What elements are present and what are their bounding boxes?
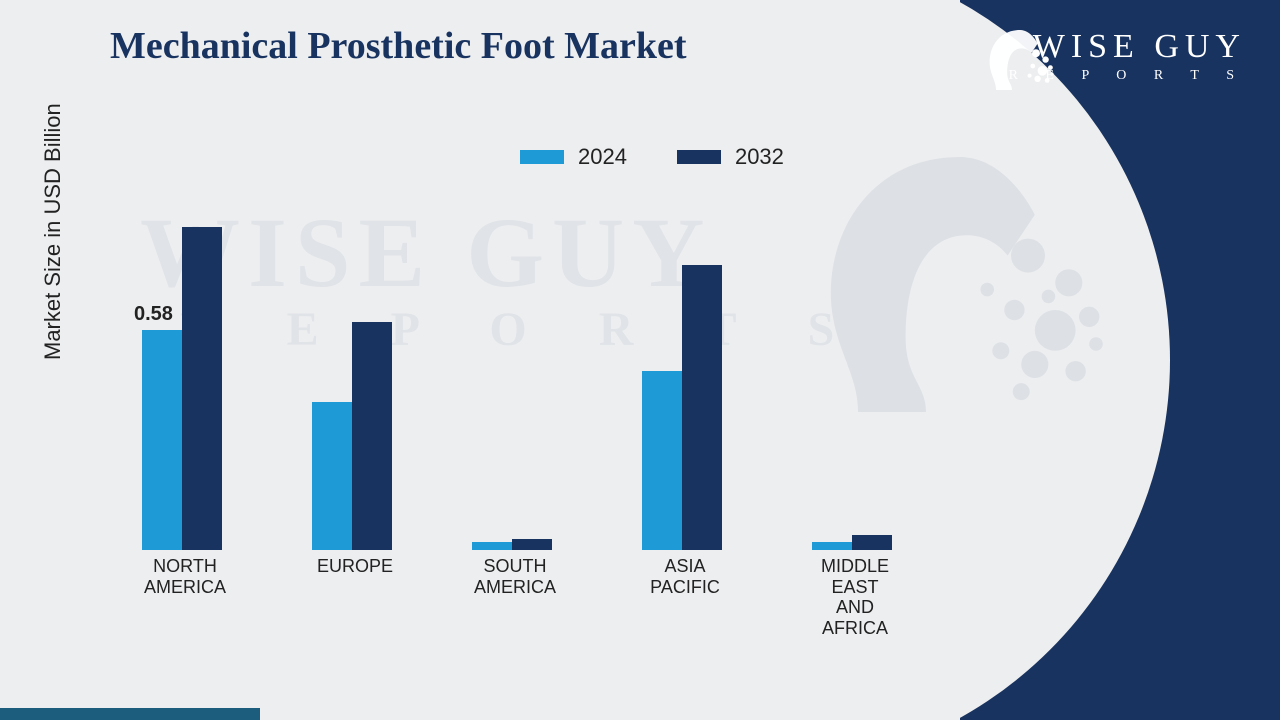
legend-item-2024: 2024 — [520, 144, 627, 170]
legend-label-2032: 2032 — [735, 144, 784, 170]
bar-2032 — [852, 535, 892, 550]
brand-line2: R E P O R T S — [1009, 68, 1246, 84]
legend-label-2024: 2024 — [578, 144, 627, 170]
bar-chart: 0.58 — [130, 170, 930, 550]
bar-2032 — [352, 322, 392, 550]
bar-2032 — [182, 227, 222, 550]
legend-swatch-2024 — [520, 150, 564, 164]
legend-item-2032: 2032 — [677, 144, 784, 170]
x-axis-label: EUROPE — [280, 556, 430, 577]
brand-logo: WISE GUY R E P O R T S — [1009, 28, 1246, 84]
brand-line1: WISE GUY — [1009, 28, 1246, 66]
bar-2024 — [812, 542, 852, 550]
chart-canvas: WISE GUY R E P O R T S Mechanical Prosth… — [0, 0, 1280, 720]
footer-accent-bar — [0, 708, 260, 720]
x-axis-label: SOUTHAMERICA — [440, 556, 590, 597]
x-axis-label: ASIAPACIFIC — [610, 556, 760, 597]
bar-2024 — [142, 330, 182, 550]
legend: 2024 2032 — [520, 144, 784, 170]
legend-swatch-2032 — [677, 150, 721, 164]
bar-2024 — [472, 542, 512, 550]
bar-value-label: 0.58 — [134, 303, 173, 326]
bar-2024 — [642, 371, 682, 550]
y-axis-label: Market Size in USD Billion — [40, 103, 66, 360]
x-axis-label: NORTHAMERICA — [110, 556, 260, 597]
chart-title: Mechanical Prosthetic Foot Market — [110, 24, 687, 68]
x-axis-label: MIDDLEEASTANDAFRICA — [780, 556, 930, 639]
bar-2032 — [682, 265, 722, 550]
bar-2024 — [312, 402, 352, 550]
bar-2032 — [512, 539, 552, 550]
